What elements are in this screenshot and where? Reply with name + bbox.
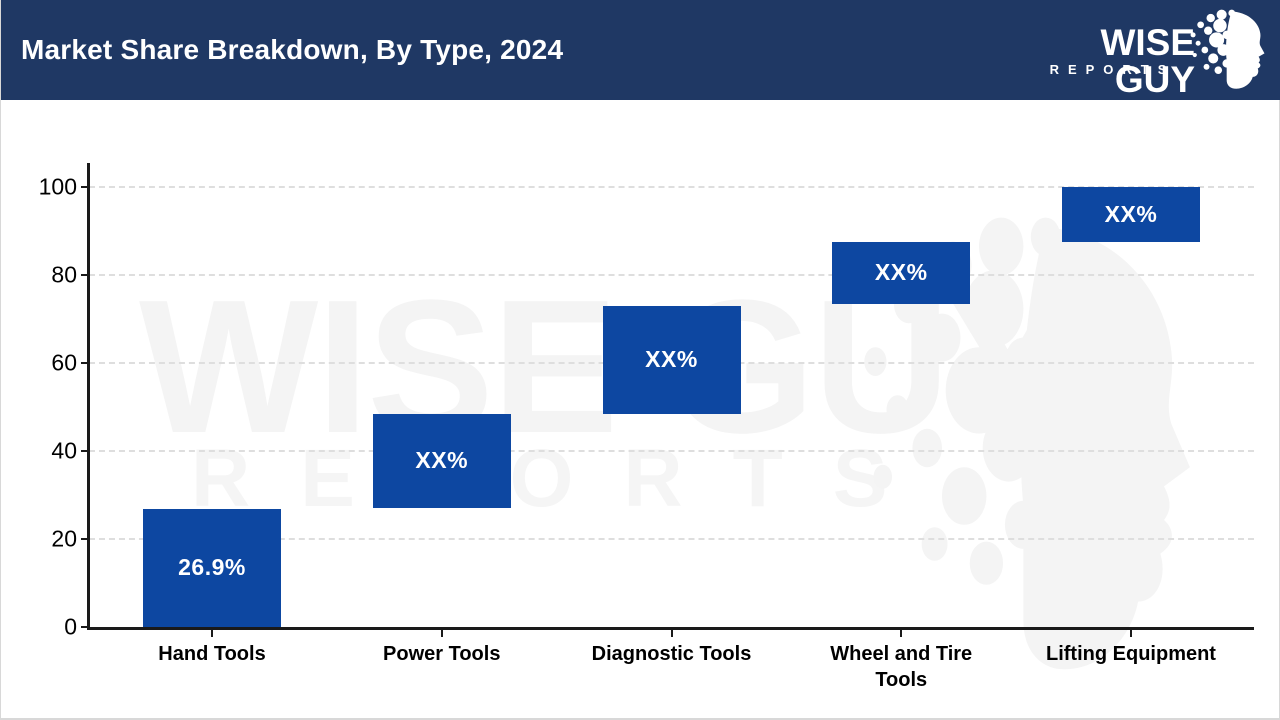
- y-axis-tick-label: 0: [64, 613, 77, 640]
- chart-area: WISE GUY REPORTS 0 20 40 60 80 100 26.9% Hand T…: [1, 100, 1280, 720]
- bar-value-label: XX%: [1104, 201, 1158, 227]
- x-category-label: Diagnostic Tools: [591, 643, 752, 665]
- y-axis-tick: [81, 450, 88, 452]
- x-category-label: Wheel and Tire Tools: [830, 643, 973, 691]
- y-gridline: [89, 274, 1254, 276]
- y-gridline: [89, 186, 1254, 188]
- y-axis-tick: [81, 362, 88, 364]
- wise-guy-reports-logo: WISE GUY REPORTS: [1017, 8, 1267, 98]
- x-axis-tick: [900, 630, 903, 637]
- bar-value-label: 26.9%: [178, 554, 246, 581]
- y-axis-line: [87, 163, 90, 629]
- x-category-label: Hand Tools: [158, 643, 266, 665]
- x-axis-tick: [440, 630, 443, 637]
- y-axis-tick: [81, 626, 88, 628]
- bar-value-label: XX%: [874, 259, 928, 286]
- bar-lifting-equipment: XX%: [1062, 187, 1200, 242]
- y-gridline: [89, 450, 1254, 452]
- y-axis-tick-label: 100: [38, 173, 77, 200]
- y-axis-tick: [81, 186, 88, 188]
- page-title: Market Share Breakdown, By Type, 2024: [21, 34, 564, 65]
- y-axis-tick-label: 60: [51, 349, 77, 376]
- y-axis-tick-label: 40: [51, 437, 77, 464]
- x-category-label: Lifting Equipment: [1046, 643, 1216, 665]
- bar-diagnostic-tools: XX%: [602, 305, 741, 414]
- y-axis-tick: [81, 274, 88, 276]
- x-axis-line: [87, 627, 1254, 630]
- bar-wheel-and-tire-tools: XX%: [832, 242, 971, 304]
- x-axis-tick: [1130, 630, 1132, 637]
- logo-wordmark: WISE GUY: [1100, 22, 1195, 100]
- x-axis-tick: [211, 630, 213, 637]
- bar-power-tools: XX%: [372, 413, 511, 509]
- x-category-label: Power Tools: [383, 643, 501, 665]
- x-axis-tick: [670, 630, 673, 637]
- y-axis-tick: [81, 538, 88, 540]
- bar-value-label: XX%: [645, 346, 698, 373]
- y-axis-tick-label: 80: [51, 261, 77, 288]
- dotted-head-profile-icon: [1190, 9, 1265, 89]
- y-gridline: [89, 538, 1254, 540]
- logo-subtext: REPORTS: [1049, 62, 1176, 77]
- header-band: Market Share Breakdown, By Type, 2024 WI…: [1, 0, 1280, 100]
- bar-hand-tools: 26.9%: [143, 508, 281, 627]
- bar-value-label: XX%: [415, 447, 469, 474]
- y-axis-tick-label: 20: [51, 525, 77, 552]
